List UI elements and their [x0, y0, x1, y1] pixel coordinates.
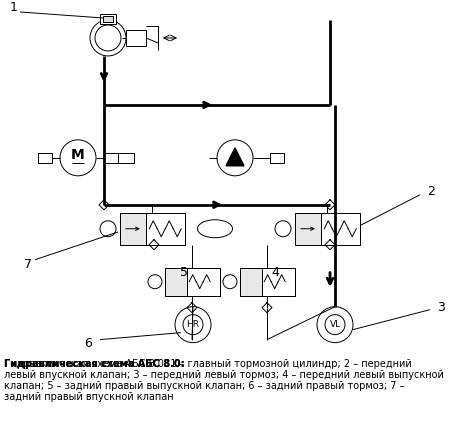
Bar [118, 153, 134, 163]
Bar [295, 213, 360, 245]
Bar [100, 14, 116, 24]
Bar [103, 16, 113, 22]
Bar [270, 153, 284, 163]
Bar [165, 268, 187, 295]
Text: задний правый впускной клапан: задний правый впускной клапан [4, 392, 173, 402]
Text: Гидравлическая схема АБС 8.0:: Гидравлическая схема АБС 8.0: [4, 359, 185, 369]
Text: 6: 6 [84, 337, 92, 350]
Text: Гидравлическая схема АБС 8.0:: Гидравлическая схема АБС 8.0: [4, 359, 185, 369]
Text: Гидравлическая схема АБС 8.0: 1 – главный тормозной цилиндр; 2 – передний: Гидравлическая схема АБС 8.0: 1 – главны… [4, 359, 412, 369]
Text: VL: VL [329, 320, 340, 329]
Bar [38, 153, 52, 163]
Text: 5: 5 [180, 266, 188, 279]
Text: HR: HR [186, 320, 200, 329]
Bar [240, 268, 295, 295]
Text: M: M [71, 148, 85, 162]
Text: левый впускной клапан; 3 – передний левый тормоз; 4 – передний левый выпускной: левый впускной клапан; 3 – передний левы… [4, 370, 444, 380]
Text: 7: 7 [24, 258, 32, 271]
Bar [262, 268, 295, 295]
Bar [240, 268, 262, 295]
Bar [187, 268, 220, 295]
Bar [146, 213, 185, 245]
Text: 2: 2 [427, 186, 435, 198]
Bar [104, 153, 118, 163]
Bar [165, 268, 220, 295]
Text: клапан; 5 – задний правый выпускной клапан; 6 – задний правый тормоз; 7 –: клапан; 5 – задний правый выпускной клап… [4, 381, 404, 391]
Bar [120, 213, 146, 245]
Bar [321, 213, 360, 245]
Bar [120, 213, 185, 245]
Bar [126, 30, 146, 46]
Bar [295, 213, 321, 245]
Text: 3: 3 [437, 301, 445, 314]
Text: 1: 1 [10, 1, 18, 14]
Polygon shape [226, 148, 244, 166]
Text: 4: 4 [271, 266, 279, 279]
